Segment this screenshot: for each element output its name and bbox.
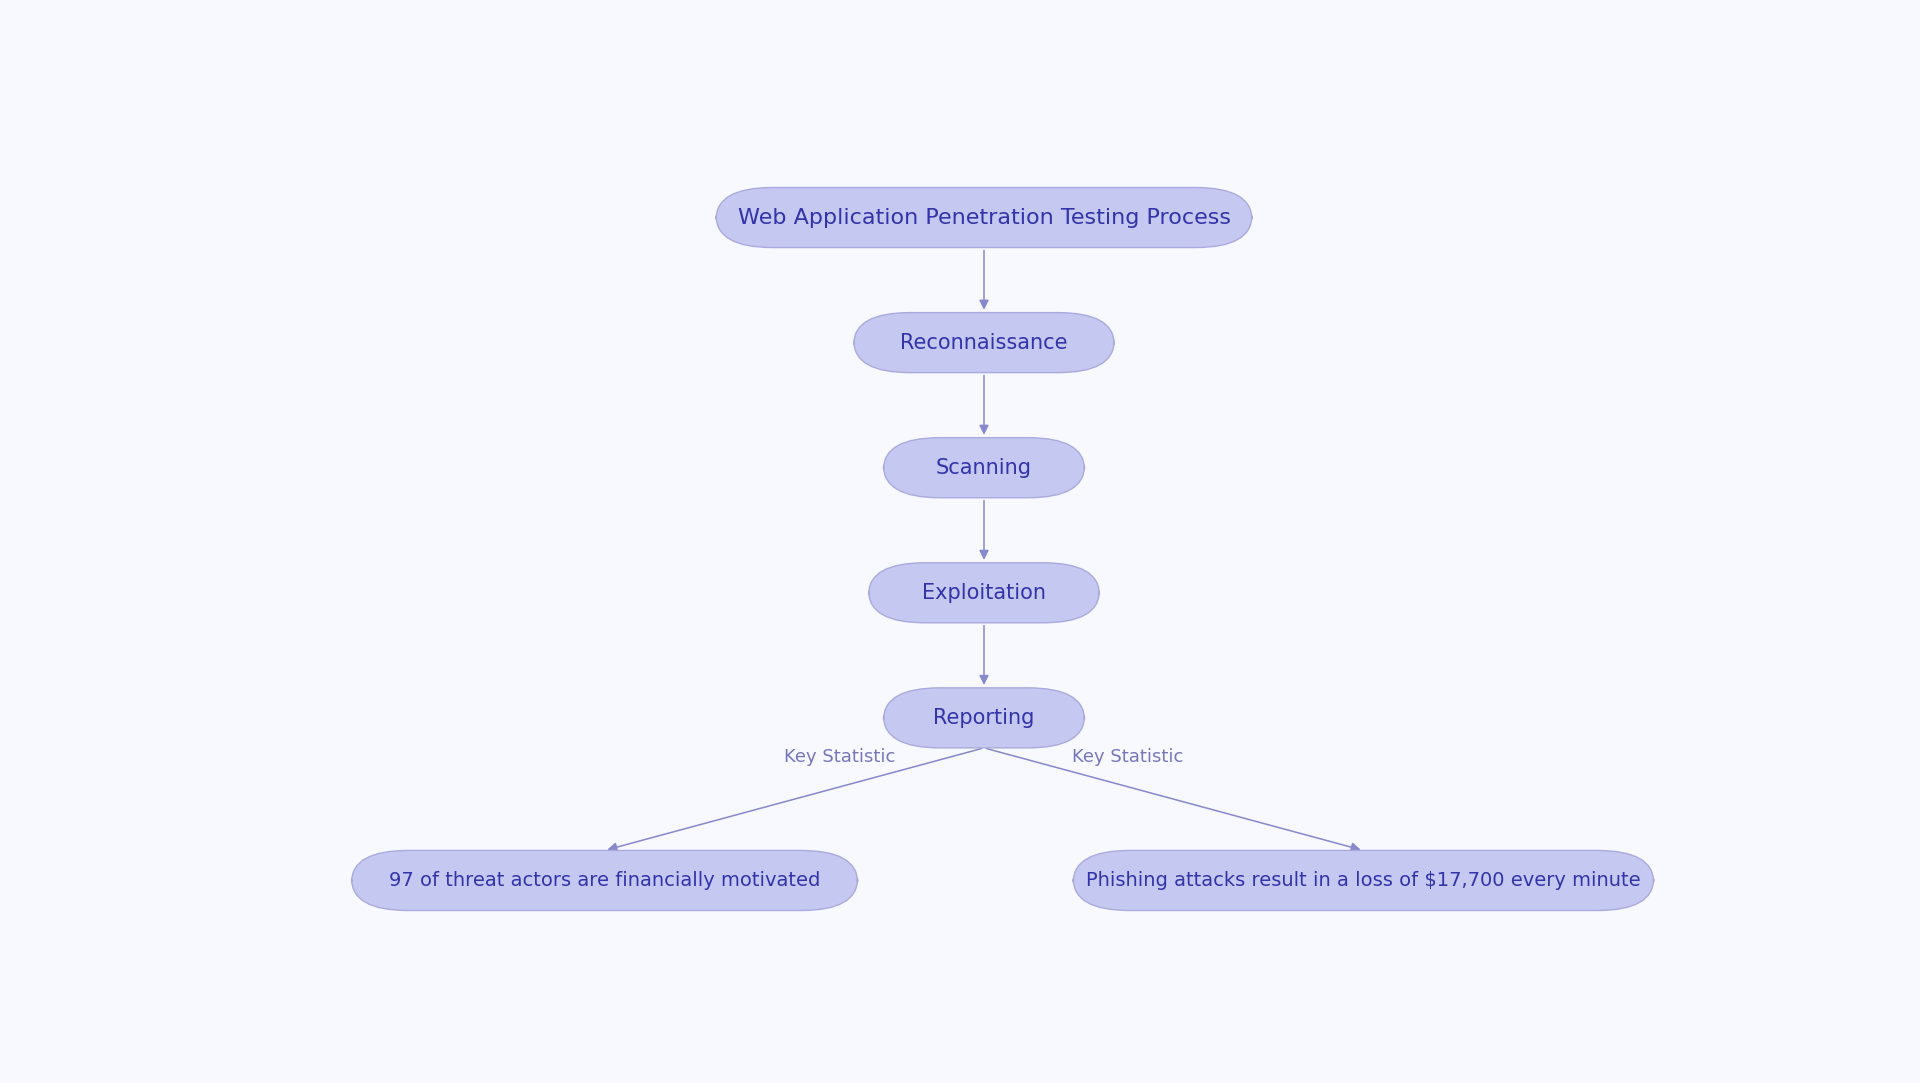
- Text: Key Statistic: Key Statistic: [1073, 748, 1185, 766]
- FancyBboxPatch shape: [351, 850, 858, 911]
- FancyBboxPatch shape: [868, 563, 1100, 623]
- Text: Scanning: Scanning: [937, 458, 1033, 478]
- Text: Web Application Penetration Testing Process: Web Application Penetration Testing Proc…: [737, 208, 1231, 227]
- FancyBboxPatch shape: [854, 313, 1114, 373]
- FancyBboxPatch shape: [1073, 850, 1653, 911]
- Text: Phishing attacks result in a loss of $17,700 every minute: Phishing attacks result in a loss of $17…: [1087, 871, 1642, 890]
- Text: Key Statistic: Key Statistic: [783, 748, 895, 766]
- Text: Exploitation: Exploitation: [922, 583, 1046, 603]
- FancyBboxPatch shape: [716, 187, 1252, 248]
- Text: Reporting: Reporting: [933, 708, 1035, 728]
- Text: 97 of threat actors are financially motivated: 97 of threat actors are financially moti…: [390, 871, 820, 890]
- FancyBboxPatch shape: [883, 688, 1085, 748]
- FancyBboxPatch shape: [883, 438, 1085, 498]
- Text: Reconnaissance: Reconnaissance: [900, 332, 1068, 353]
